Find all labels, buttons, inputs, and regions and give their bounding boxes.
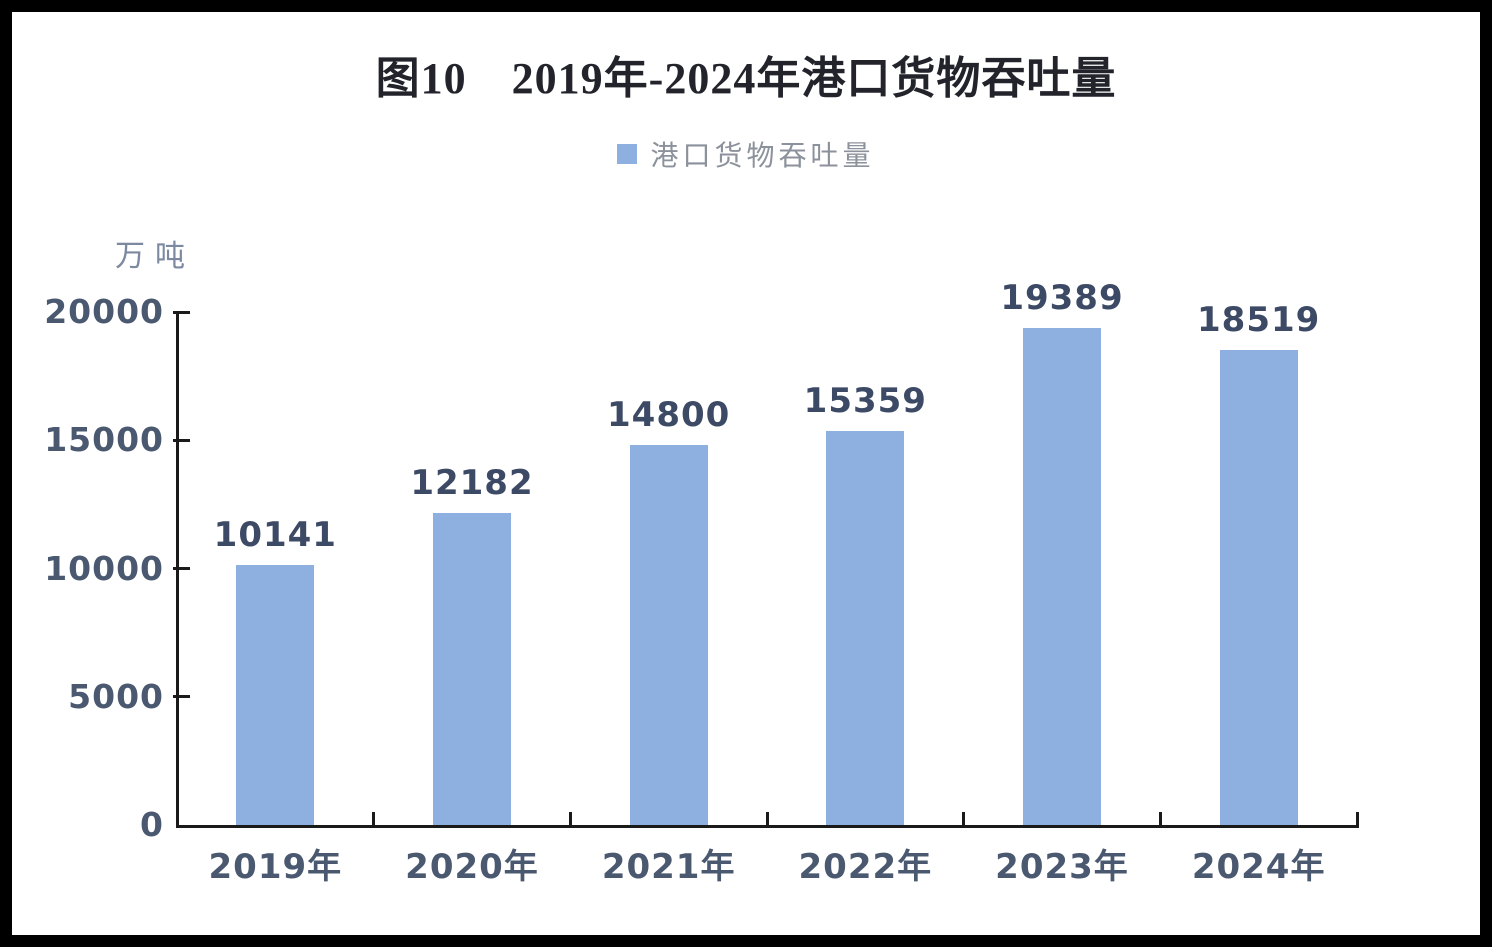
y-tick-mark: [173, 567, 190, 570]
bar: [629, 445, 708, 825]
legend-label: 港口货物吞吐量: [650, 139, 875, 172]
bar-value-label: 14800: [607, 395, 731, 436]
y-tick-mark: [173, 438, 190, 442]
x-tick-label: 2022年: [798, 847, 933, 887]
x-tick-mark: [1355, 812, 1359, 825]
x-axis-line: [175, 825, 1359, 828]
bar-value-label: 10141: [213, 514, 337, 555]
x-tick-mark: [962, 812, 966, 825]
y-axis-unit-label: 万吨: [115, 239, 195, 274]
chart-title: 图10 2019年-2024年港口货物吞吐量: [375, 54, 1117, 103]
bar: [826, 431, 905, 825]
y-tick-label: 0: [140, 805, 164, 844]
bar-value-label: 18519: [1197, 299, 1321, 340]
x-tick-mark: [765, 812, 769, 825]
x-tick-mark: [1158, 812, 1162, 825]
y-tick-label: 20000: [44, 292, 164, 331]
bar: [433, 512, 511, 825]
bar-value-label: 15359: [803, 381, 927, 422]
y-tick-label: 15000: [44, 420, 164, 460]
y-tick-mark: [173, 695, 190, 699]
bar: [236, 564, 315, 825]
x-tick-label: 2024年: [1191, 847, 1326, 887]
bar: [1023, 327, 1101, 825]
x-tick-mark: [372, 812, 376, 825]
y-tick-label: 5000: [68, 676, 164, 716]
legend-swatch-icon: [617, 144, 638, 164]
legend: 港口货物吞吐量: [12, 134, 1480, 174]
bar-value-label: 19389: [1000, 277, 1124, 318]
x-tick-label: 2023年: [995, 847, 1129, 887]
y-tick-mark: [173, 310, 190, 314]
bar: [1219, 349, 1298, 825]
x-tick-label: 2019年: [208, 847, 343, 887]
x-tick-label: 2020年: [405, 847, 539, 887]
x-tick-mark: [568, 812, 572, 825]
x-tick-label: 2021年: [601, 847, 736, 887]
y-axis-line: [175, 312, 179, 828]
bar-value-label: 12182: [410, 462, 534, 503]
y-tick-label: 10000: [44, 548, 164, 588]
